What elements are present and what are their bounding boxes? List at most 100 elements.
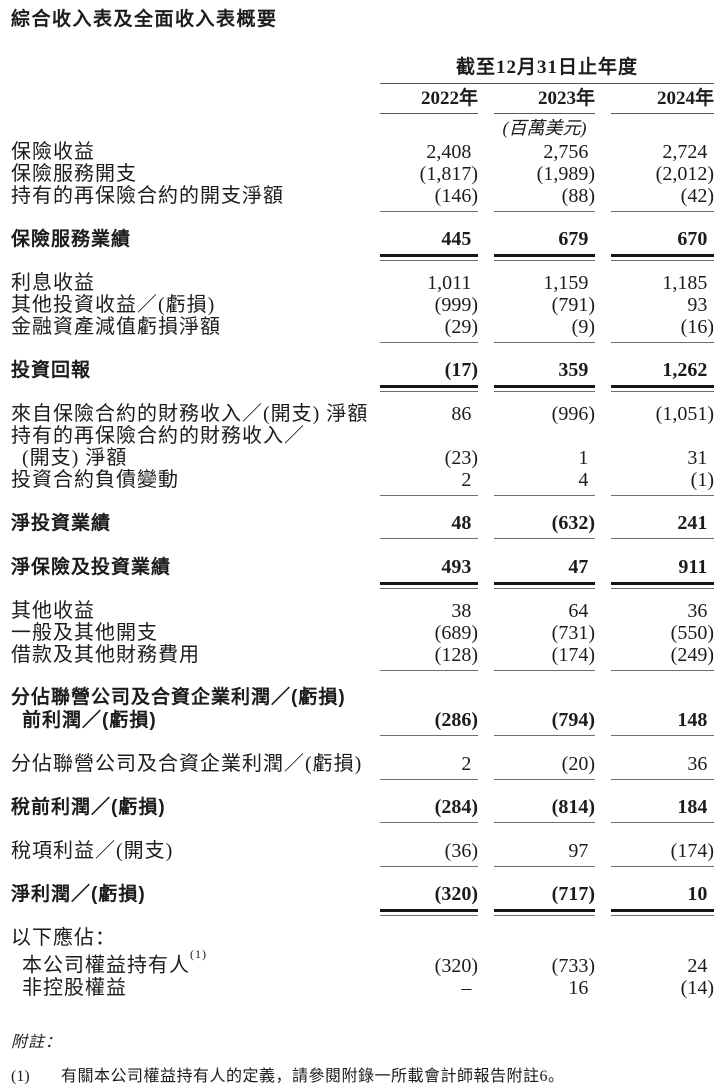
row-label-text: 非控股權益	[22, 976, 127, 999]
cell-2022: 86)	[451, 403, 472, 425]
row-label-text: (開支) 淨額	[22, 447, 128, 469]
table-row: 淨投資業績 48) (632) 241)	[11, 512, 716, 539]
row-label: 持有的再保險合約的開支淨額	[11, 185, 380, 207]
cell-2022: (146)	[380, 185, 478, 212]
cell-2024: 36)	[611, 753, 714, 780]
cell-2023: (717)	[494, 883, 595, 916]
table-row: 分佔聯營公司及合資企業利潤／(虧損) 2) (20) 36)	[11, 753, 716, 780]
cell-2023: (794)	[494, 709, 595, 736]
table-row: 前利潤／(虧損) (286) (794) 148)	[11, 709, 716, 736]
year-column-header: 2023年	[494, 84, 595, 114]
row-label-text: 分佔聯營公司及合資企業利潤／(虧損)	[11, 687, 346, 708]
cell-2023: (733)	[551, 954, 595, 977]
cell-2022: 2)	[380, 753, 478, 780]
cell-2023: 47)	[494, 556, 595, 589]
value-columns-header: 截至12月31日止年度 2022年 2023年 2024年 (百萬美元)	[380, 57, 714, 139]
table-header: 截至12月31日止年度 2022年 2023年 2024年 (百萬美元)	[11, 57, 716, 139]
cell-2022: 48)	[380, 512, 478, 539]
cell-2024: 670)	[611, 228, 714, 261]
row-label: 來自保險合約的財務收入／(開支) 淨額	[11, 403, 380, 425]
cell-2024: (16)	[611, 316, 714, 343]
cell-2024: 911)	[611, 556, 714, 589]
footnote-item: (1) 有關本公司權益持有人的定義，請參閱附錄一所載會計師報告附註6。	[11, 1067, 716, 1086]
cell-2023: 1,159)	[543, 272, 589, 294]
row-label-text: 以下應佔：	[11, 927, 116, 949]
cell-2023: 679)	[494, 228, 595, 261]
cell-2022: (286)	[380, 709, 478, 736]
cell-2024: 24)	[687, 954, 708, 977]
cell-2022: (320)	[380, 883, 478, 916]
row-label-text: 分佔聯營公司及合資企業利潤／(虧損)	[11, 753, 363, 775]
cell-2024: 31)	[687, 447, 708, 469]
table-row: 以下應佔：	[11, 927, 716, 949]
table-row: 投資合約負債變動 2) 4) (1)	[11, 469, 716, 496]
cell-2022: –)	[461, 976, 472, 999]
row-label-text: 投資回報	[11, 360, 92, 381]
table-row: 保險服務業績 445) 679) 670)	[11, 228, 716, 261]
row-label: 以下應佔：	[11, 927, 380, 949]
row-label-text: 一般及其他開支	[11, 622, 158, 644]
cell-2022: (999)	[434, 294, 478, 316]
table-row: 持有的再保險合約的開支淨額 (146) (88) (42)	[11, 185, 716, 212]
row-label: 利息收益	[11, 272, 380, 294]
cell-2022: (36)	[380, 840, 478, 867]
row-label: 其他收益	[11, 600, 380, 622]
cell-2022: 2,408)	[426, 141, 472, 163]
row-label-text: 金融資產減值虧損淨額	[11, 316, 221, 338]
row-label-text: 保險服務業績	[11, 229, 132, 250]
table-row: 其他收益 38) 64) 36)	[11, 600, 716, 622]
unit-row: (百萬美元)	[380, 114, 714, 139]
cell-2022: 493)	[380, 556, 478, 589]
cell-2022: 1,011)	[427, 272, 472, 294]
cell-2023: (20)	[494, 753, 595, 780]
row-label-text: 稅項利益／(開支)	[11, 840, 174, 862]
cell-2023: 1)	[578, 447, 589, 469]
cell-2023: (9)	[494, 316, 595, 343]
table-body: 保險收益 2,408) 2,756) 2,724) 保險服務開支 (1,817)…	[11, 141, 716, 999]
row-label: 保險服務開支	[11, 163, 380, 185]
row-label-text: 本公司權益持有人	[22, 954, 190, 977]
row-label: 投資合約負債變動	[11, 469, 380, 491]
row-label: 淨利潤／(虧損)	[11, 884, 380, 906]
row-label-text: 其他投資收益／(虧損)	[11, 294, 216, 316]
cell-2024: (42)	[611, 185, 714, 212]
cell-2022: (17)	[380, 359, 478, 392]
unit-note: (百萬美元)	[502, 118, 587, 138]
cell-2024: 2,724)	[662, 141, 708, 163]
table-row: (開支) 淨額 (23) 1) 31)	[11, 447, 716, 469]
cell-2023: 16)	[568, 976, 589, 999]
cell-2022: 38)	[451, 600, 472, 622]
cell-2024: 148)	[611, 709, 714, 736]
footnote-text: 有關本公司權益持有人的定義，請參閱附錄一所載會計師報告附註6。	[61, 1067, 565, 1085]
cell-2024: (550)	[670, 622, 714, 644]
page-title: 綜合收入表及全面收入表概要	[11, 9, 278, 30]
footnotes: (1) 有關本公司權益持有人的定義，請參閱附錄一所載會計師報告附註6。	[11, 1067, 716, 1086]
cell-2023: (88)	[494, 185, 595, 212]
table-row: 稅項利益／(開支) (36) 97) (174)	[11, 840, 716, 867]
row-label-text: 淨保險及投資業績	[11, 557, 172, 578]
row-label: 稅前利潤／(虧損)	[11, 797, 380, 819]
table-row: 利息收益 1,011) 1,159) 1,185)	[11, 272, 716, 294]
row-label-text: 保險服務開支	[11, 163, 137, 185]
table-row: 非控股權益 –) 16) (14)	[11, 977, 716, 999]
cell-2024: (2,012)	[655, 163, 714, 185]
row-label-text: 持有的再保險合約的開支淨額	[11, 185, 284, 207]
table-row: 稅前利潤／(虧損) (284) (814) 184)	[11, 796, 716, 823]
row-label-text: 淨利潤／(虧損)	[11, 884, 146, 905]
row-label: 非控股權益	[11, 977, 380, 999]
row-label: 保險服務業績	[11, 229, 380, 251]
row-label: 淨保險及投資業績	[11, 557, 380, 579]
row-label: 分佔聯營公司及合資企業利潤／(虧損)	[11, 687, 380, 709]
cell-2023: (731)	[551, 622, 595, 644]
cell-2024: 241)	[611, 512, 714, 539]
cell-2023: (791)	[551, 294, 595, 316]
row-label-text: 借款及其他財務費用	[11, 644, 200, 666]
cell-2022: (284)	[380, 796, 478, 823]
cell-2024: 1,262)	[611, 359, 714, 392]
cell-2024: 1,185)	[662, 272, 708, 294]
row-label-text: 稅前利潤／(虧損)	[11, 797, 166, 818]
row-label-text: 持有的再保險合約的財務收入／	[11, 425, 305, 447]
row-label: 持有的再保險合約的財務收入／	[11, 425, 380, 447]
cell-2024: 93)	[687, 294, 708, 316]
table-row: 保險收益 2,408) 2,756) 2,724)	[11, 141, 716, 163]
